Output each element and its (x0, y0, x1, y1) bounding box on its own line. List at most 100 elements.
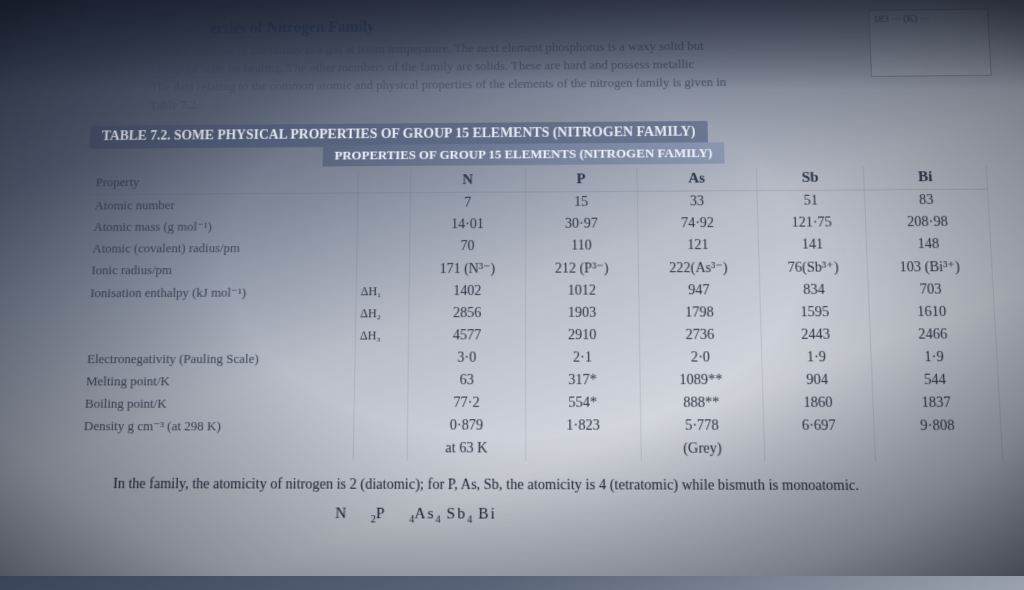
cell: 1610 (869, 301, 995, 324)
cell: 2·0 (639, 347, 761, 370)
cell: 83 (864, 189, 988, 212)
cell: 1903 (525, 302, 639, 325)
cell: 76(Sb³⁺) (759, 256, 869, 280)
cell: 4577 (408, 325, 525, 348)
cell: 5·778 (640, 415, 763, 438)
cell: 1837 (873, 392, 1000, 415)
col-property: Property (87, 170, 358, 195)
col-sub (358, 169, 411, 192)
row-sublabel: ΔH₂ (356, 303, 409, 325)
row-label (80, 325, 356, 348)
cell: 1089** (640, 369, 763, 392)
cell: 110 (525, 235, 638, 257)
cell: 74·92 (637, 212, 757, 234)
cell: 947 (638, 280, 759, 303)
cell: 148 (866, 233, 991, 256)
row-sublabel (356, 258, 409, 281)
cell: 1595 (760, 301, 870, 324)
col-p: P (525, 168, 637, 192)
table-sub-banner: PROPERTIES OF GROUP 15 ELEMENTS (NITROGE… (323, 142, 725, 166)
properties-table: Property N P As Sb Bi Atomic number 71533… (74, 165, 1003, 461)
cell: 121 (638, 234, 759, 257)
row-label: Electronegativity (Pauling Scale) (79, 347, 355, 370)
row-sublabel: ΔH₃ (355, 325, 409, 347)
table-row: at 63 K (Grey) (74, 437, 1003, 461)
row-sublabel (353, 437, 407, 460)
row-sublabel: ΔH₁ (356, 281, 409, 303)
cell (764, 438, 876, 461)
cell: 14·01 (410, 214, 525, 236)
cell: 2466 (870, 324, 996, 347)
cell: 888** (640, 392, 763, 415)
cell: 1012 (525, 280, 638, 302)
row-label: Atomic (covalent) radius/pm (84, 236, 357, 259)
cell: 70 (410, 235, 526, 257)
row-label (74, 437, 353, 460)
cell: 63 (408, 369, 526, 392)
col-sb: Sb (756, 166, 864, 190)
cell: 2910 (525, 324, 639, 347)
cell: 554* (526, 392, 641, 415)
cell: 212 (P³⁻) (525, 257, 638, 280)
formula: As4 Sb4 Bi (414, 506, 497, 523)
table-row: Ionic radius/pm 171 (N³⁻)212 (P³⁻)222(As³… (83, 255, 992, 281)
cell: 9·808 (874, 415, 1002, 438)
row-label: Density g cm⁻³ (at 298 K) (75, 414, 354, 437)
cell (875, 438, 1003, 461)
cell: 1·9 (871, 346, 998, 369)
cell: 1402 (409, 280, 525, 302)
col-as: As (637, 167, 757, 191)
cell: 33 (637, 190, 757, 213)
cell: (Grey) (641, 438, 765, 461)
cell: 0·879 (407, 415, 525, 438)
cell: 51 (757, 190, 866, 213)
cell: 2856 (409, 302, 526, 324)
cell: at 63 K (407, 437, 526, 460)
table-row: Melting point/K63317*1089**904544 (78, 369, 999, 392)
table-row: Boiling point/K 77·2554*888**18601837 (76, 392, 1000, 415)
formula: N2 (335, 506, 376, 523)
formula-line: N2P4As4 Sb4 Bi (335, 506, 1007, 528)
row-label: Melting point/K (78, 370, 355, 393)
row-label: Ionisation enthalpy (kJ mol⁻¹) (82, 281, 356, 304)
row-label: Atomic number (86, 193, 358, 216)
row-sublabel (355, 347, 409, 369)
table-row: ΔH₂28561903179815951610 (81, 301, 995, 325)
cell: 2443 (761, 324, 871, 347)
cell: 30·97 (525, 213, 638, 235)
cell: 1·9 (761, 346, 872, 369)
table-row: Ionisation enthalpy (kJ mol⁻¹)ΔH₁1402101… (82, 279, 994, 304)
row-label: Ionic radius/pm (83, 258, 357, 282)
col-bi: Bi (863, 165, 987, 189)
cell: 3·0 (408, 347, 525, 370)
cell: 121·75 (757, 212, 866, 234)
cell: 7 (410, 192, 525, 215)
row-sublabel (357, 214, 410, 236)
cell: 77·2 (408, 392, 526, 415)
table-row: Density g cm⁻³ (at 298 K) 0·8791·8235·778… (75, 414, 1001, 438)
row-label: Atomic mass (g mol⁻¹) (85, 215, 357, 238)
footer-paragraph: In the family, the atomicity of nitrogen… (113, 474, 1006, 497)
cell: 222(As³⁻) (638, 256, 759, 280)
row-sublabel (358, 192, 411, 214)
section-heading: erties of Nitrogen Family (210, 12, 979, 37)
cell: 703 (868, 279, 994, 302)
cell: 544 (872, 369, 999, 392)
cell: 1860 (763, 392, 874, 415)
formula: P4 (376, 506, 415, 523)
cell: 1·823 (526, 415, 641, 438)
row-sublabel (357, 236, 410, 258)
cell: 103 (Bi³⁺) (867, 255, 992, 279)
row-label (81, 303, 356, 326)
cell: 2736 (639, 324, 761, 347)
row-sublabel (354, 415, 408, 438)
cell: 15 (525, 191, 637, 214)
row-label: Boiling point/K (76, 392, 354, 415)
table-row: Electronegativity (Pauling Scale) 3·02·12… (79, 346, 998, 370)
table-row: ΔH₃45772910273624432466 (80, 324, 996, 348)
cell: 171 (N³⁻) (409, 257, 525, 280)
cell: 6·697 (763, 415, 875, 438)
col-n: N (410, 169, 525, 193)
cell: 2·1 (525, 347, 639, 370)
row-sublabel (354, 370, 408, 393)
